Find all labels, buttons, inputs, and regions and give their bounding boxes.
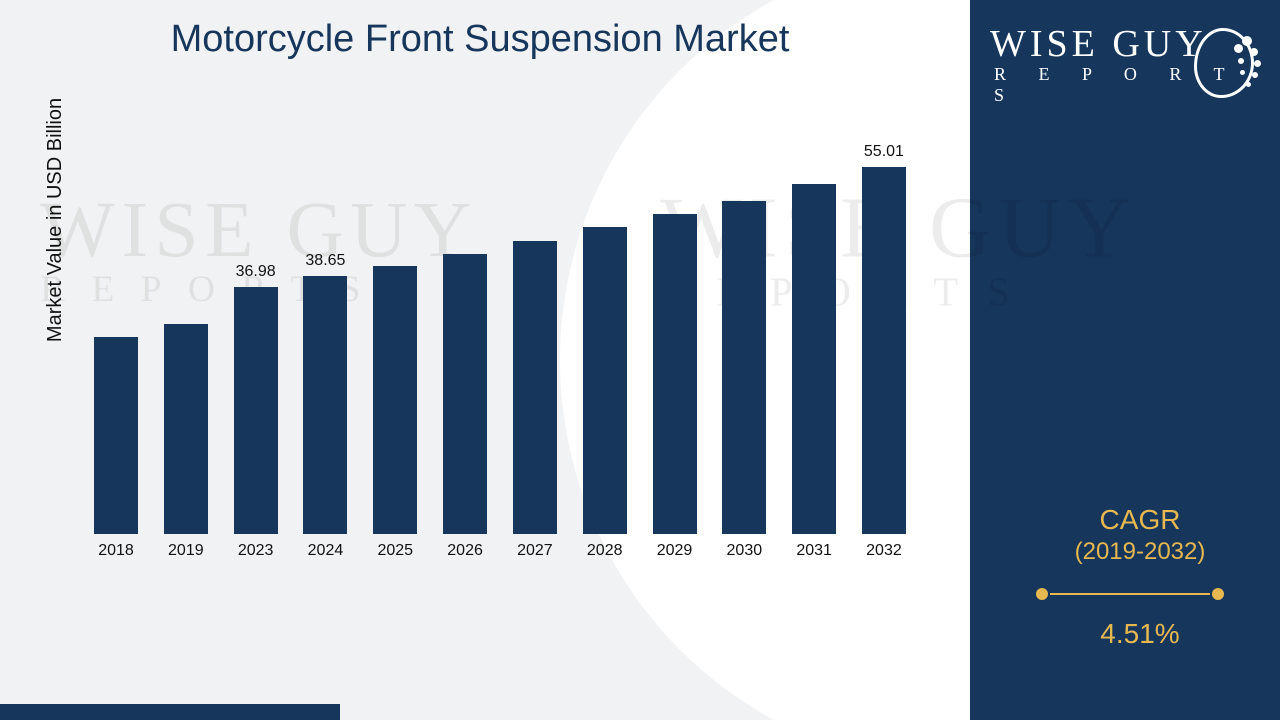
bar-2027: 2027	[509, 241, 561, 560]
y-axis-label: Market Value in USD Billion	[44, 98, 67, 342]
x-tick-label: 2029	[645, 542, 705, 560]
cagr-period: (2019-2032)	[1030, 538, 1250, 566]
cagr-title: CAGR	[1030, 504, 1250, 536]
x-tick-label: 2031	[784, 542, 844, 560]
bar	[234, 287, 278, 534]
bar-value-label: 55.01	[844, 143, 924, 161]
cagr-value: 4.51%	[1030, 618, 1250, 650]
brand-logo-icon	[1188, 24, 1268, 104]
bar	[94, 337, 138, 534]
x-tick-label: 2026	[435, 542, 495, 560]
bar-2029: 2029	[649, 214, 701, 560]
x-tick-label: 2018	[86, 542, 146, 560]
bar-2032: 55.012032	[858, 167, 910, 560]
chart-title: Motorcycle Front Suspension Market	[0, 18, 960, 61]
x-tick-label: 2028	[575, 542, 635, 560]
cagr-divider	[1030, 584, 1250, 604]
bar-2024: 38.652024	[299, 276, 351, 560]
bar-2030: 2030	[718, 201, 770, 560]
bar-2023: 36.982023	[230, 287, 282, 560]
bar	[303, 276, 347, 534]
x-tick-label: 2023	[226, 542, 286, 560]
bar-2031: 2031	[788, 184, 840, 560]
bar-2028: 2028	[579, 227, 631, 560]
bar	[792, 184, 836, 534]
chart-area: 2018201936.98202338.65202420252026202720…	[90, 160, 910, 590]
bar	[443, 254, 487, 534]
cagr-box: CAGR (2019-2032) 4.51%	[1030, 504, 1250, 650]
bar-2025: 2025	[369, 266, 421, 560]
chart-stage: WISE GUY REPORTS WISE GUY REPORTS Motorc…	[0, 0, 1280, 720]
bar	[722, 201, 766, 534]
x-tick-label: 2025	[365, 542, 425, 560]
footer-strip	[0, 704, 340, 720]
bar	[653, 214, 697, 534]
bars-container: 2018201936.98202338.65202420252026202720…	[90, 160, 910, 560]
bar	[862, 167, 906, 534]
x-tick-label: 2032	[854, 542, 914, 560]
bar-2026: 2026	[439, 254, 491, 560]
bar	[373, 266, 417, 534]
bar	[513, 241, 557, 534]
x-tick-label: 2024	[295, 542, 355, 560]
x-tick-label: 2030	[714, 542, 774, 560]
bar-value-label: 38.65	[285, 252, 365, 270]
bar	[583, 227, 627, 534]
x-tick-label: 2019	[156, 542, 216, 560]
bar	[164, 324, 208, 534]
bar-2018: 2018	[90, 337, 142, 560]
bar-2019: 2019	[160, 324, 212, 560]
x-tick-label: 2027	[505, 542, 565, 560]
bar-value-label: 36.98	[216, 263, 296, 281]
